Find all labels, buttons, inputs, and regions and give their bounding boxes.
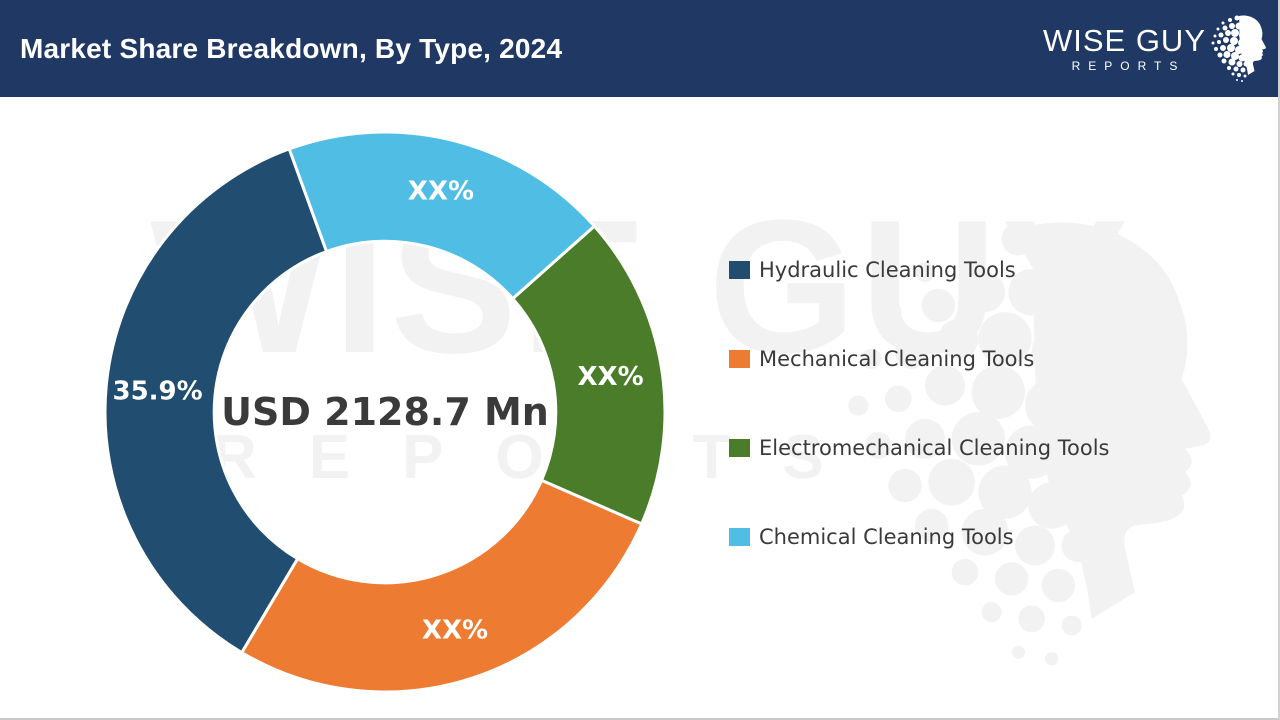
- legend-label: Hydraulic Cleaning Tools: [759, 258, 1016, 282]
- watermark-reports: REPORTS: [212, 423, 876, 492]
- legend-swatch: [729, 261, 750, 279]
- donut-segment: [511, 224, 667, 526]
- page-title: Market Share Breakdown, By Type, 2024: [20, 32, 563, 64]
- center-value-label: USD 2128.7 Mn: [221, 390, 549, 434]
- donut-segment: [103, 147, 329, 655]
- donut-segment: [240, 478, 644, 694]
- legend-item: Chemical Cleaning Tools: [729, 525, 1109, 549]
- legend-swatch: [729, 439, 750, 457]
- segment-percent-label: XX%: [422, 615, 488, 645]
- brand-logo: WISE GUY REPORTS: [1043, 14, 1268, 84]
- legend-item: Hydraulic Cleaning Tools: [729, 258, 1109, 282]
- segment-percent-label: XX%: [578, 362, 644, 392]
- legend-label: Mechanical Cleaning Tools: [759, 347, 1035, 371]
- chart-area: WISE GUY REPORTS 35.9% XX% XX% XX% USD 2128…: [0, 97, 1278, 717]
- legend-swatch: [729, 350, 750, 368]
- legend-label: Electromechanical Cleaning Tools: [759, 436, 1110, 460]
- legend-item: Mechanical Cleaning Tools: [729, 347, 1109, 371]
- brand-reports-label: REPORTS: [1071, 58, 1186, 73]
- wise-guy-head-icon: [1208, 14, 1268, 84]
- donut-chart: 35.9% XX% XX% XX% USD 2128.7 Mn: [103, 130, 667, 694]
- donut-segment: [287, 130, 596, 301]
- brand-text: WISE GUY REPORTS: [1043, 25, 1206, 73]
- legend: Hydraulic Cleaning Tools Mechanical Clea…: [729, 258, 1109, 549]
- header-bar: Market Share Breakdown, By Type, 2024 WI…: [0, 0, 1278, 97]
- segment-percent-label: 35.9%: [112, 377, 202, 407]
- legend-label: Chemical Cleaning Tools: [759, 525, 1014, 549]
- legend-swatch: [729, 528, 750, 546]
- brand-wordmark: WISE GUY: [1042, 22, 1206, 58]
- legend-item: Electromechanical Cleaning Tools: [729, 436, 1109, 460]
- segment-percent-label: XX%: [408, 177, 474, 207]
